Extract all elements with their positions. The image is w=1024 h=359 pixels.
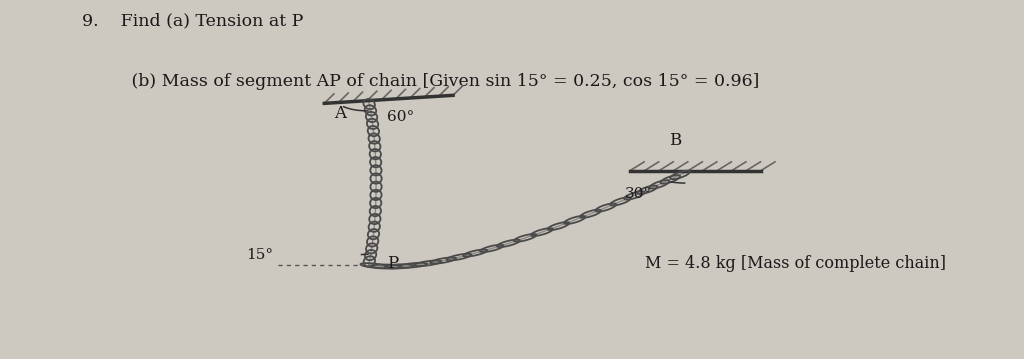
Text: 60°: 60° <box>387 110 414 124</box>
Text: (b) Mass of segment AP of chain [Given sin 15° = 0.25, cos 15° = 0.96]: (b) Mass of segment AP of chain [Given s… <box>82 73 759 90</box>
Text: 15°: 15° <box>246 248 273 262</box>
Text: 9.    Find (a) Tension at P: 9. Find (a) Tension at P <box>82 12 303 29</box>
Text: A: A <box>335 105 346 122</box>
Text: P: P <box>387 255 398 272</box>
Text: B: B <box>670 132 682 149</box>
Text: M = 4.8 kg [Mass of complete chain]: M = 4.8 kg [Mass of complete chain] <box>645 255 946 272</box>
Text: 30°: 30° <box>625 187 652 201</box>
